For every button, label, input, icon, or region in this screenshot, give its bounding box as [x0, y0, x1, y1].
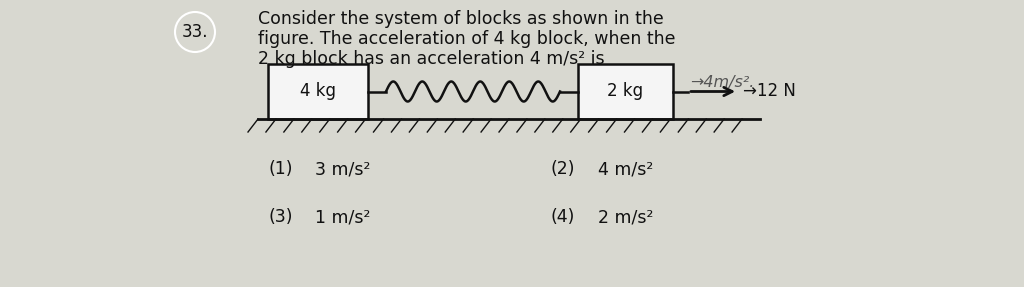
Text: 2 m/s²: 2 m/s²: [598, 208, 653, 226]
Text: 4 kg: 4 kg: [300, 82, 336, 100]
Text: (2): (2): [550, 160, 574, 178]
Bar: [268, 64, 368, 119]
Text: (3): (3): [268, 208, 293, 226]
Bar: [578, 64, 673, 119]
Text: 33.: 33.: [181, 23, 208, 41]
Text: 2 kg: 2 kg: [607, 82, 643, 100]
Text: →4m/s².: →4m/s².: [690, 75, 755, 90]
Text: Consider the system of blocks as shown in the: Consider the system of blocks as shown i…: [258, 10, 664, 28]
Text: 2 kg block has an acceleration 4 m/s² is: 2 kg block has an acceleration 4 m/s² is: [258, 50, 604, 68]
Text: 4 m/s²: 4 m/s²: [598, 160, 653, 178]
Text: (4): (4): [550, 208, 574, 226]
Text: 3 m/s²: 3 m/s²: [315, 160, 371, 178]
Text: →12 N: →12 N: [743, 82, 796, 100]
Text: 1 m/s²: 1 m/s²: [315, 208, 371, 226]
Text: (1): (1): [268, 160, 293, 178]
Text: figure. The acceleration of 4 kg block, when the: figure. The acceleration of 4 kg block, …: [258, 30, 676, 48]
